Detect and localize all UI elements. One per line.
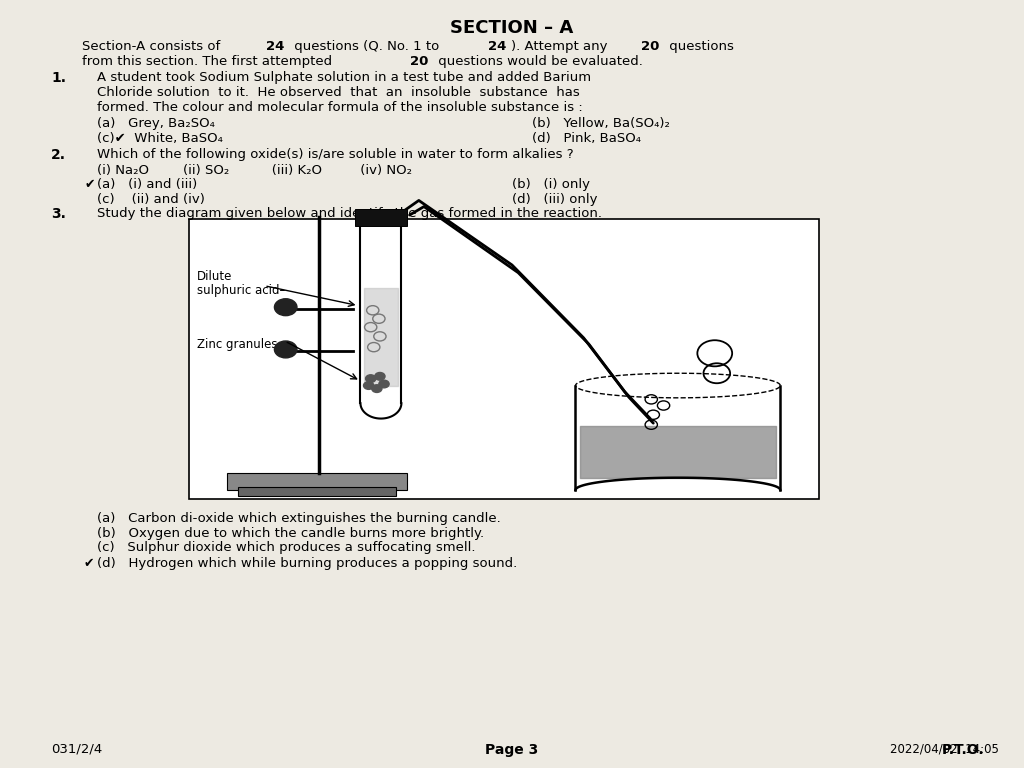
Text: SECTION – A: SECTION – A [451,19,573,37]
Text: questions (Q. No. 1 to: questions (Q. No. 1 to [290,40,443,53]
Text: from this section. The first attempted: from this section. The first attempted [82,55,336,68]
Text: formed. The colour and molecular formula of the insoluble substance is :: formed. The colour and molecular formula… [97,101,583,114]
Text: 24: 24 [487,40,506,53]
Text: (b)   Yellow, Ba(SO₄)₂: (b) Yellow, Ba(SO₄)₂ [532,117,671,130]
Circle shape [274,299,297,316]
Text: questions would be evaluated.: questions would be evaluated. [434,55,643,68]
Text: 24: 24 [266,40,285,53]
Text: Page 3: Page 3 [485,743,539,756]
Text: 031/2/4: 031/2/4 [51,743,102,756]
Text: (b)   Oxygen due to which the candle burns more brightly.: (b) Oxygen due to which the candle burns… [97,527,484,540]
Text: (c)    (ii) and (iv): (c) (ii) and (iv) [97,193,205,206]
Text: ). Attempt any: ). Attempt any [511,40,612,53]
Text: questions: questions [665,40,734,53]
Text: 3.: 3. [51,207,67,221]
Circle shape [274,341,297,358]
Text: sulphuric acid–: sulphuric acid– [197,284,285,297]
Circle shape [372,385,382,392]
Text: 1.: 1. [51,71,67,84]
Text: Zinc granules –: Zinc granules – [197,338,287,351]
Text: Dilute: Dilute [197,270,232,283]
Text: Which of the following oxide(s) is/are soluble in water to form alkalies ?: Which of the following oxide(s) is/are s… [97,148,573,161]
Text: (c)   Sulphur dioxide which produces a suffocating smell.: (c) Sulphur dioxide which produces a suf… [97,541,476,554]
Text: Section-A consists of: Section-A consists of [82,40,224,53]
Text: (b)   (i) only: (b) (i) only [512,178,590,191]
Text: (c)✔  White, BaSO₄: (c)✔ White, BaSO₄ [97,132,223,145]
Circle shape [379,380,389,388]
Text: ✔: ✔ [85,178,95,191]
FancyBboxPatch shape [355,209,407,226]
Text: (d)   Hydrogen which while burning produces a popping sound.: (d) Hydrogen which while burning produce… [97,557,517,570]
FancyBboxPatch shape [238,487,396,496]
FancyBboxPatch shape [227,473,407,490]
Text: Chloride solution  to it.  He observed  that  an  insoluble  substance  has: Chloride solution to it. He observed tha… [97,86,580,99]
Text: Study the diagram given below and identify the gas formed in the reaction.: Study the diagram given below and identi… [97,207,602,220]
Text: (a)   Carbon di-oxide which extinguishes the burning candle.: (a) Carbon di-oxide which extinguishes t… [97,512,501,525]
Text: 20: 20 [641,40,659,53]
Text: (i) Na₂O        (ii) SO₂          (iii) K₂O         (iv) NO₂: (i) Na₂O (ii) SO₂ (iii) K₂O (iv) NO₂ [97,164,413,177]
Text: 2.: 2. [51,148,67,162]
Text: (d)   Pink, BaSO₄: (d) Pink, BaSO₄ [532,132,641,145]
Text: A student took Sodium Sulphate solution in a test tube and added Barium: A student took Sodium Sulphate solution … [97,71,592,84]
Text: ✔: ✔ [84,557,94,570]
Text: (d)   (iii) only: (d) (iii) only [512,193,597,206]
Text: 2022/04/02  14:05: 2022/04/02 14:05 [890,743,998,756]
Circle shape [366,375,376,382]
Text: (a)   Grey, Ba₂SO₄: (a) Grey, Ba₂SO₄ [97,117,215,130]
Text: 20: 20 [411,55,428,68]
Circle shape [375,372,385,380]
Text: P.T.O.: P.T.O. [942,743,985,756]
FancyBboxPatch shape [189,219,819,499]
Text: (a)   (i) and (iii): (a) (i) and (iii) [97,178,198,191]
Circle shape [364,382,374,389]
